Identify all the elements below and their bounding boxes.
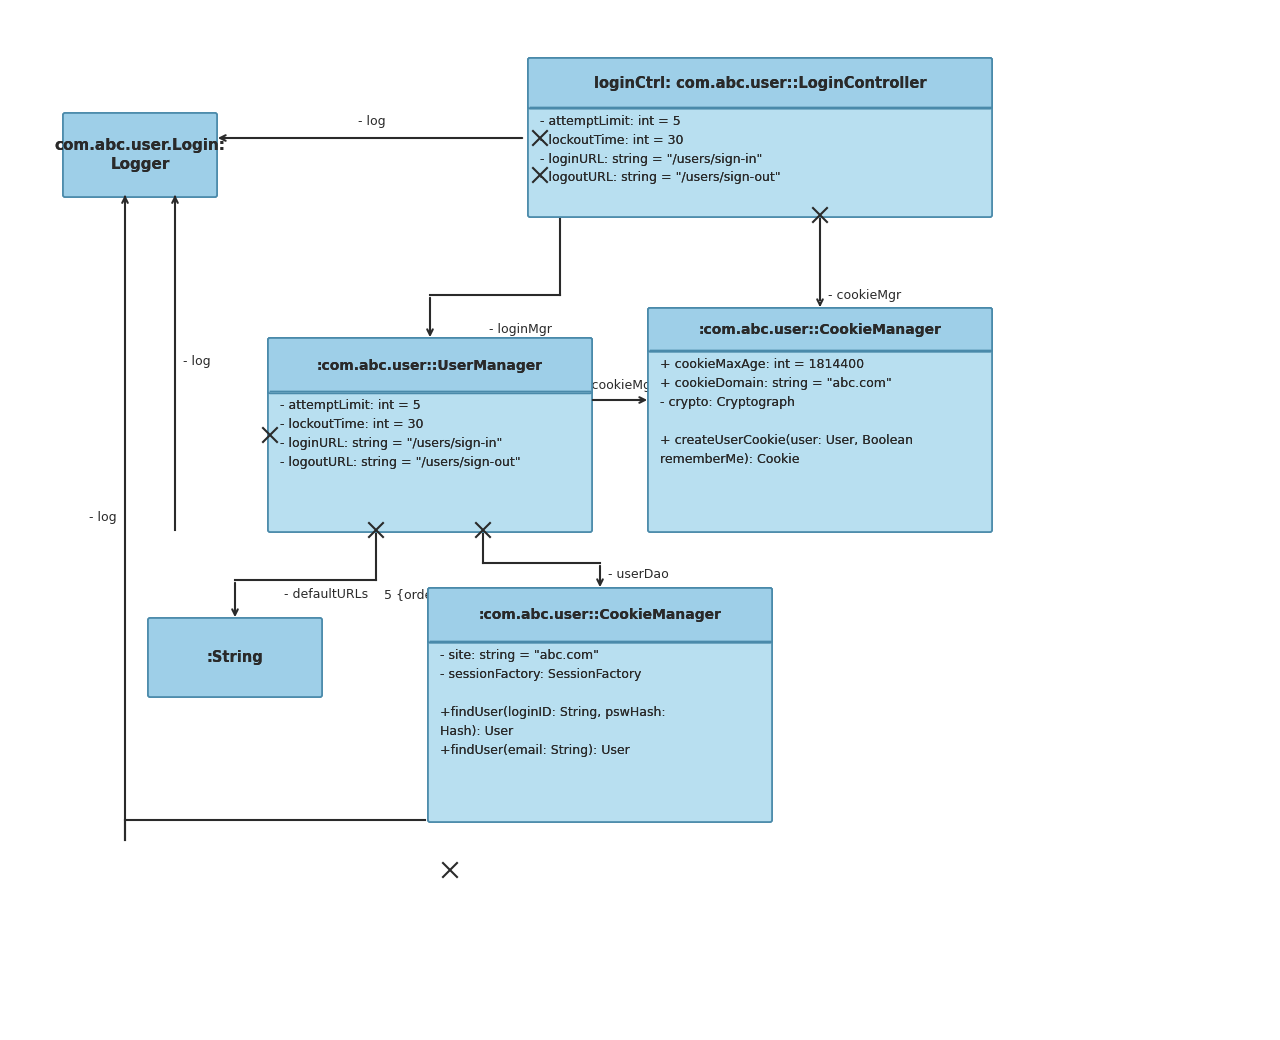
Text: :com.abc.user::CookieManager: :com.abc.user::CookieManager (699, 322, 942, 337)
Text: :com.abc.user::CookieManager: :com.abc.user::CookieManager (699, 322, 942, 337)
FancyBboxPatch shape (529, 58, 992, 108)
Text: :com.abc.user::UserManager: :com.abc.user::UserManager (317, 359, 543, 372)
Text: - attemptLimit: int = 5
- lockoutTime: int = 30
- loginURL: string = "/users/sig: - attemptLimit: int = 5 - lockoutTime: i… (540, 114, 781, 184)
Text: + cookieMaxAge: int = 1814400
+ cookieDomain: string = "abc.com"
- crypto: Crypt: + cookieMaxAge: int = 1814400 + cookieDo… (660, 358, 913, 466)
FancyBboxPatch shape (63, 113, 218, 197)
Text: - attemptLimit: int = 5
- lockoutTime: int = 30
- loginURL: string = "/users/sig: - attemptLimit: int = 5 - lockoutTime: i… (540, 114, 781, 184)
Text: com.abc.user.Login:
Logger: com.abc.user.Login: Logger (55, 137, 225, 173)
Text: :com.abc.user::UserManager: :com.abc.user::UserManager (317, 359, 543, 372)
FancyBboxPatch shape (268, 338, 591, 393)
FancyBboxPatch shape (529, 58, 992, 217)
FancyBboxPatch shape (648, 308, 992, 352)
Text: - cookieMgr: - cookieMgr (828, 288, 901, 302)
Text: 5 {ordered, unique}: 5 {ordered, unique} (384, 589, 512, 601)
FancyBboxPatch shape (648, 308, 992, 532)
Text: :String: :String (206, 650, 264, 665)
Text: - log: - log (183, 356, 211, 368)
FancyBboxPatch shape (268, 338, 591, 532)
Text: - log: - log (90, 511, 116, 523)
FancyBboxPatch shape (648, 308, 992, 532)
FancyBboxPatch shape (529, 58, 992, 108)
FancyBboxPatch shape (428, 588, 772, 822)
Text: :String: :String (206, 650, 264, 665)
Text: loginCtrl: com.abc.user::LoginController: loginCtrl: com.abc.user::LoginController (594, 76, 927, 90)
Text: + cookieMaxAge: int = 1814400
+ cookieDomain: string = "abc.com"
- crypto: Crypt: + cookieMaxAge: int = 1814400 + cookieDo… (660, 358, 913, 466)
Text: - site: string = "abc.com"
- sessionFactory: SessionFactory

+findUser(loginID: : - site: string = "abc.com" - sessionFact… (440, 649, 666, 757)
FancyBboxPatch shape (63, 113, 218, 197)
FancyBboxPatch shape (148, 618, 323, 697)
FancyBboxPatch shape (268, 338, 591, 532)
Text: loginCtrl: com.abc.user::LoginController: loginCtrl: com.abc.user::LoginController (594, 76, 927, 90)
FancyBboxPatch shape (428, 588, 772, 822)
FancyBboxPatch shape (428, 588, 772, 643)
Text: - userDao: - userDao (608, 569, 668, 581)
Text: :com.abc.user::CookieManager: :com.abc.user::CookieManager (479, 608, 722, 622)
Text: - log: - log (358, 115, 385, 128)
Text: - attemptLimit: int = 5
- lockoutTime: int = 30
- loginURL: string = "/users/sig: - attemptLimit: int = 5 - lockoutTime: i… (280, 399, 521, 469)
FancyBboxPatch shape (148, 618, 323, 697)
FancyBboxPatch shape (428, 588, 772, 643)
Text: - site: string = "abc.com"
- sessionFactory: SessionFactory

+findUser(loginID: : - site: string = "abc.com" - sessionFact… (440, 649, 666, 757)
FancyBboxPatch shape (268, 338, 591, 393)
Text: - defaultURLs: - defaultURLs (284, 589, 369, 601)
Text: com.abc.user.Login:
Logger: com.abc.user.Login: Logger (55, 137, 225, 173)
Text: - cookieMgr: - cookieMgr (584, 379, 657, 392)
Text: - loginMgr: - loginMgr (489, 323, 552, 337)
FancyBboxPatch shape (648, 308, 992, 352)
Text: - attemptLimit: int = 5
- lockoutTime: int = 30
- loginURL: string = "/users/sig: - attemptLimit: int = 5 - lockoutTime: i… (280, 399, 521, 469)
Text: :com.abc.user::CookieManager: :com.abc.user::CookieManager (479, 608, 722, 622)
FancyBboxPatch shape (529, 58, 992, 217)
